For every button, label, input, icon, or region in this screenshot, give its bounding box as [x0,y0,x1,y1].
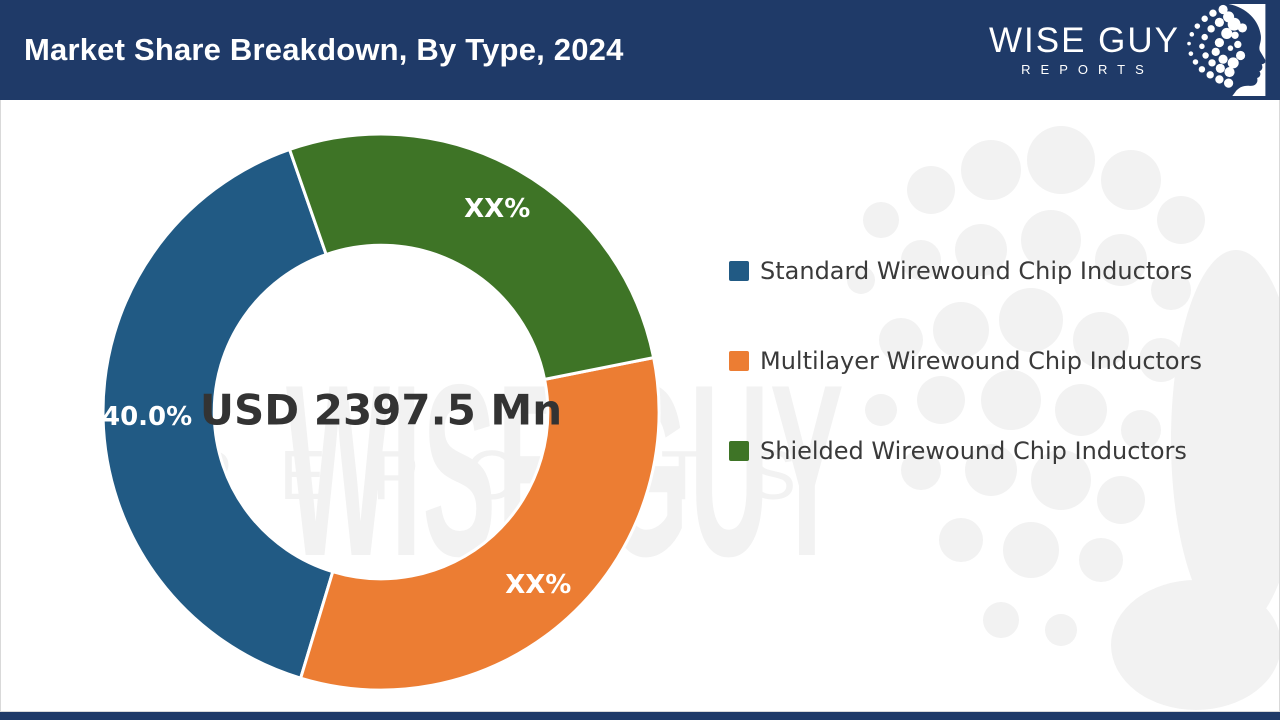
logo: WISE GUY REPORTS [989,4,1266,96]
logo-wordmark: WISE GUY REPORTS [989,22,1180,78]
donut-segment-1 [299,356,661,692]
donut-segment-label-0: 40.0% [102,402,192,432]
donut-segment-0 [101,147,335,680]
watermark-dots-icon [847,126,1279,710]
chart-area: WISE GUY REPORTS 40.0% XX% XX% USD 2397.5 … [0,100,1280,712]
legend-item: Multilayer Wirewound Chip Inductors [729,345,1202,377]
logo-title: WISE GUY [988,21,1180,60]
logo-face-icon [1187,4,1266,96]
watermark-subtitle: REPORTS [183,436,843,514]
donut-segment-label-1: XX% [505,570,571,600]
logo-subtitle: REPORTS [1021,62,1154,77]
donut-segment-label-2: XX% [464,194,530,224]
legend-marker-multilayer [729,351,749,371]
legend-label-standard: Standard Wirewound Chip Inductors [760,257,1193,285]
legend-label-shielded: Shielded Wirewound Chip Inductors [760,437,1187,465]
donut-center-value: USD 2397.5 Mn [199,385,563,435]
footer-bar [0,712,1280,720]
legend: Standard Wirewound Chip Inductors Multil… [729,255,1202,525]
donut-segment-2 [288,132,656,381]
legend-label-multilayer: Multilayer Wirewound Chip Inductors [760,347,1202,375]
legend-marker-shielded [729,441,749,461]
chart-title: Market Share Breakdown, By Type, 2024 [24,32,624,67]
donut-chart: 40.0% XX% XX% [101,132,661,692]
legend-item: Standard Wirewound Chip Inductors [729,255,1202,287]
legend-marker-standard [729,261,749,281]
bottom-border [0,711,1280,712]
header-bar: Market Share Breakdown, By Type, 2024 WI… [0,0,1280,100]
legend-item: Shielded Wirewound Chip Inductors [729,435,1202,467]
